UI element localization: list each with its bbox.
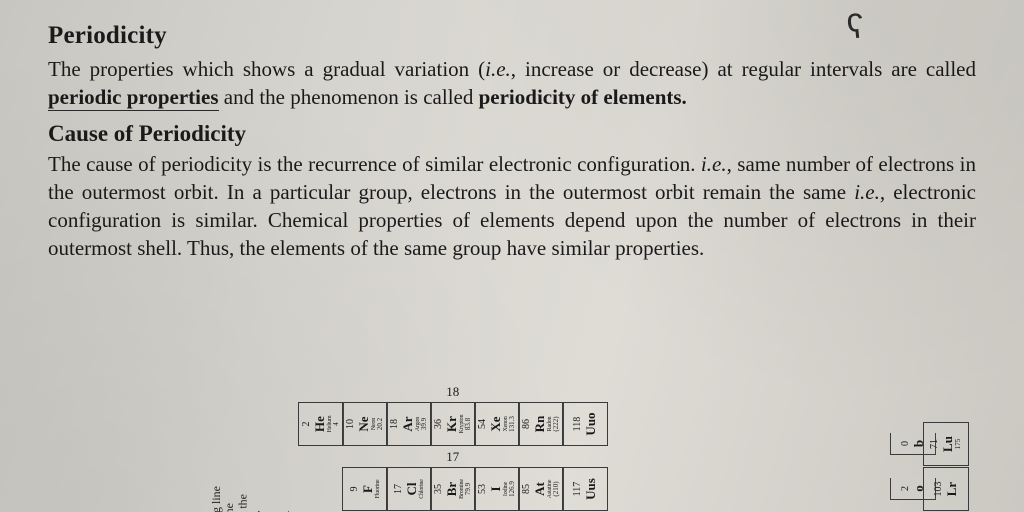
symbol: Uuo	[583, 412, 596, 435]
text: The properties which shows a gradual var…	[48, 57, 485, 81]
mass: (222)	[553, 416, 560, 431]
group-18: 18 2HeHelium4 10NeNeon20.2 18ArArgon39.9…	[299, 384, 607, 512]
element-cell: 9FFluorine	[342, 467, 388, 511]
symbol: Cl	[404, 483, 417, 496]
symbol: Ar	[401, 416, 414, 431]
mass: 83.8	[465, 418, 472, 430]
element-cell: 53IIodine126.9	[474, 467, 520, 511]
symbol: At	[533, 482, 546, 496]
mass: 131.3	[509, 416, 516, 432]
symbol: F	[360, 485, 373, 493]
mass: 175	[955, 439, 962, 450]
name: Chlorine	[418, 479, 424, 498]
atomic-number: 17	[393, 484, 403, 494]
lanthanide-fragment: 0b 71Lu175 2o 103Lr	[902, 422, 968, 512]
group-number: 18	[446, 384, 459, 400]
atomic-number: 85	[522, 484, 532, 494]
symbol: Kr	[445, 416, 458, 432]
atomic-number: 71	[930, 439, 940, 449]
italic-ie: i.e.	[485, 57, 511, 81]
handwritten-mark: ʕ	[845, 7, 866, 48]
element-cell: 103Lr	[923, 467, 969, 511]
symbol: He	[313, 416, 326, 432]
symbol: Xe	[489, 416, 502, 431]
element-cell: 36KrKrypton83.8	[430, 402, 476, 446]
symbol: Lr	[945, 482, 958, 496]
atomic-number: 118	[572, 417, 582, 432]
italic-ie: i.e.	[854, 180, 880, 204]
symbol: I	[489, 486, 502, 491]
mass: 4	[333, 422, 340, 426]
element-cell: 71Lu175	[923, 422, 969, 466]
mass: 126.9	[509, 481, 516, 497]
element-cell: 17ClChlorine	[386, 467, 432, 511]
heading-cause: Cause of Periodicity	[48, 121, 976, 147]
text: , increase or decrease) at regular inter…	[511, 57, 976, 81]
element-cell: 54XeXenon131.3	[474, 402, 520, 446]
element-cell: 2HeHelium4	[298, 402, 344, 446]
text: The cause of periodicity is the recurren…	[48, 152, 701, 176]
symbol: Ne	[357, 416, 370, 431]
symbol: Uus	[583, 478, 596, 500]
para-cause: The cause of periodicity is the recurren…	[48, 151, 976, 262]
table-columns: 18 2HeHelium4 10NeNeon20.2 18ArArgon39.9…	[299, 384, 607, 512]
atomic-number: 10	[346, 419, 356, 429]
symbol: Rn	[533, 416, 546, 433]
text: n the	[236, 486, 249, 512]
text: s.	[250, 486, 263, 512]
atomic-number: 0	[901, 441, 911, 446]
symbol: Lu	[941, 436, 954, 452]
atomic-number: 54	[478, 419, 488, 429]
atomic-number: 53	[478, 484, 488, 494]
mass: 39.9	[421, 418, 428, 430]
element-cell: 10NeNeon20.2	[342, 402, 388, 446]
name: Fluorine	[374, 480, 380, 499]
para-periodicity: The properties which shows a gradual var…	[48, 56, 976, 111]
atomic-number: 9	[349, 487, 359, 492]
element-cell: 85AtAstatine(210)	[518, 467, 564, 511]
atomic-number: 18	[390, 419, 400, 429]
periodic-table-fragment: ag line the n the s. R 18 2HeHelium4 10N…	[210, 384, 633, 512]
term-periodicity-of-elements: periodicity of elements.	[479, 85, 687, 109]
element-cell: 86RnRadon(222)	[518, 402, 564, 446]
atomic-number: 103	[934, 482, 944, 497]
atomic-number: 35	[434, 484, 444, 494]
element-cell: 18ArArgon39.9	[386, 402, 432, 446]
atomic-number: 2	[302, 422, 312, 427]
heading-periodicity: Periodicity	[48, 22, 976, 50]
term-periodic-properties: periodic properties	[48, 85, 219, 111]
text: and the phenomenon is called	[219, 85, 479, 109]
mass: (210)	[553, 481, 560, 496]
italic-ie: i.e.	[701, 152, 727, 176]
mass: 79.9	[465, 483, 472, 495]
mass: 20.2	[377, 418, 384, 430]
atomic-number: 2	[901, 486, 911, 491]
atomic-number: 86	[522, 419, 532, 429]
element-cell: 118Uuo	[562, 402, 608, 446]
element-cell: 117Uus	[562, 467, 608, 511]
cutoff-side-text: ag line the n the s.	[210, 486, 263, 512]
symbol: Br	[445, 482, 458, 496]
atomic-number: 117	[572, 482, 582, 497]
group-number: 17	[446, 449, 459, 465]
element-cell: 35BrBromine79.9	[430, 467, 476, 511]
atomic-number: 36	[434, 419, 444, 429]
